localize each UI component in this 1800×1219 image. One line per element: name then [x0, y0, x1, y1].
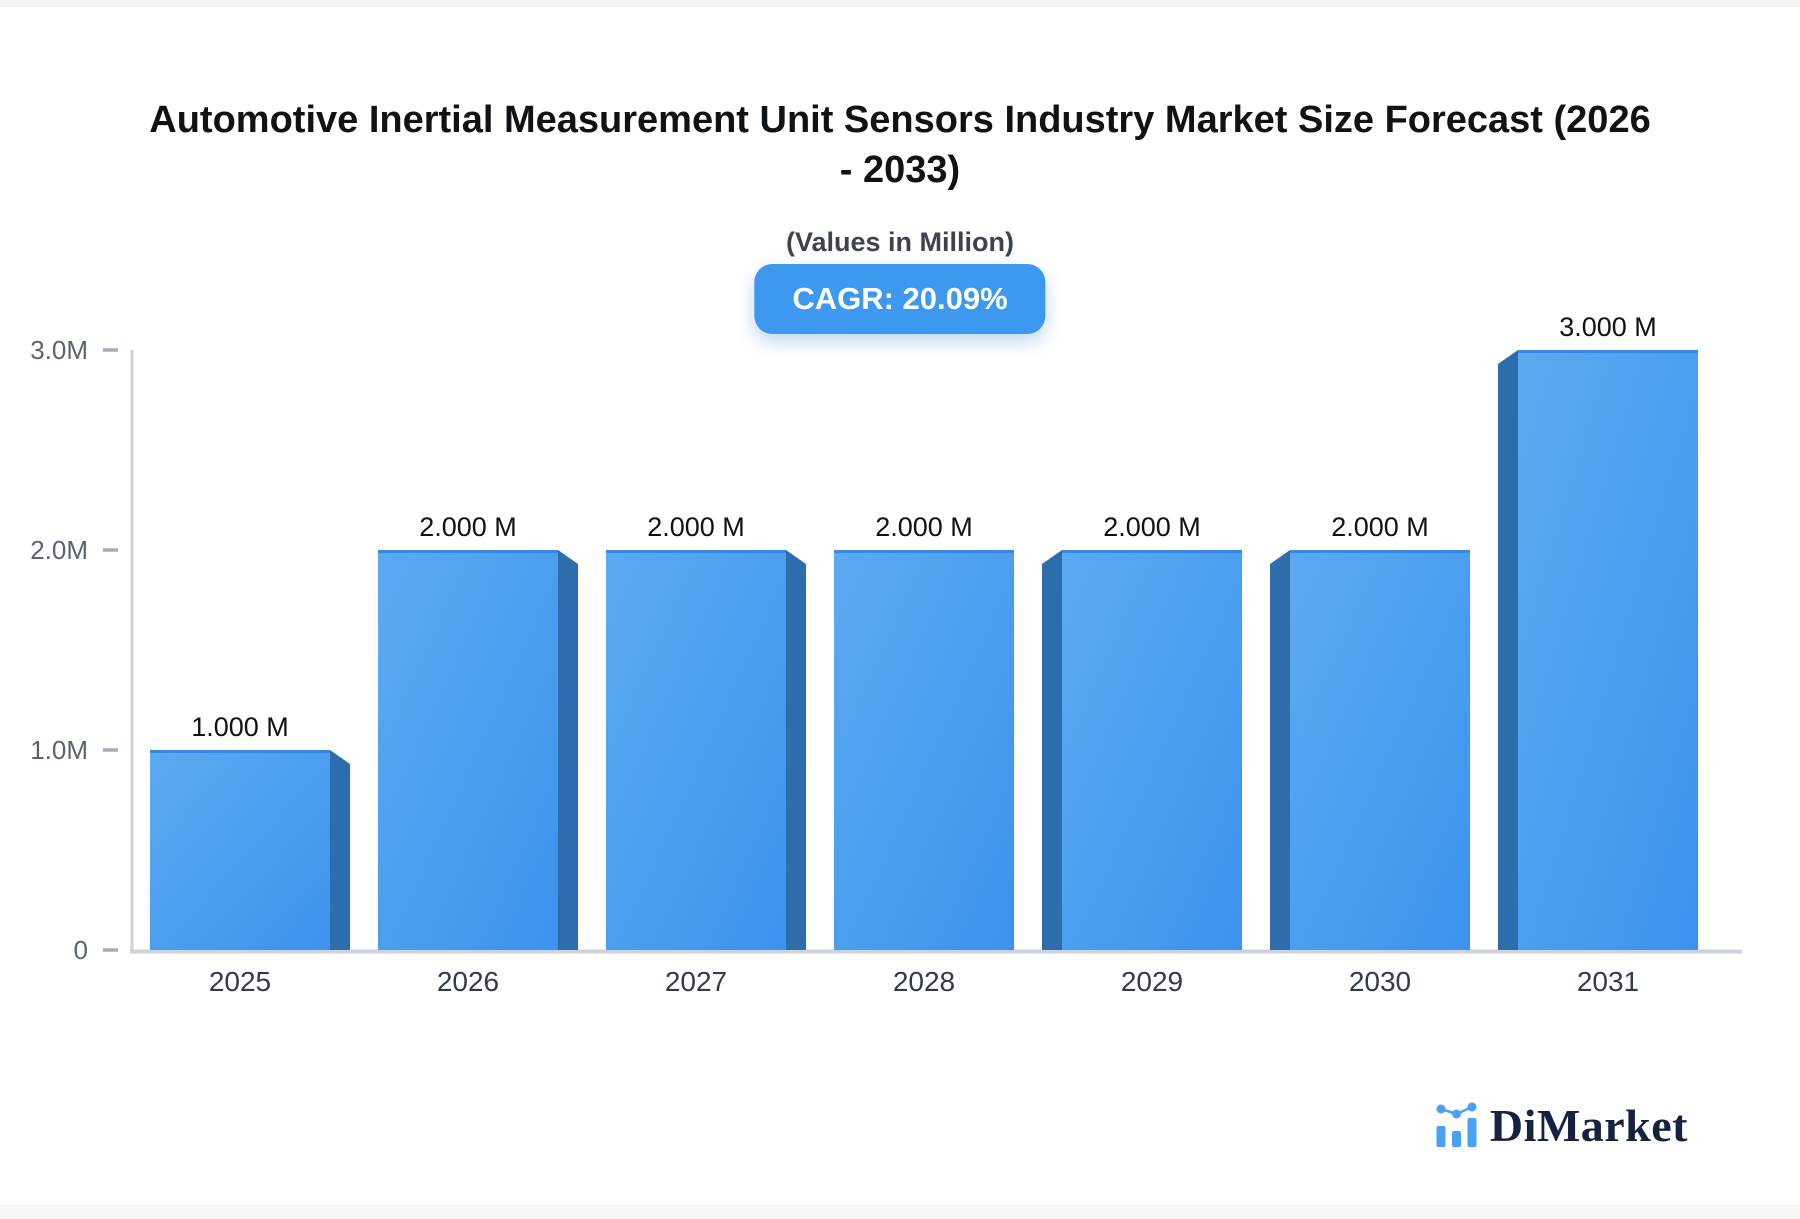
- bar-2029[interactable]: [1042, 550, 1242, 950]
- dimarket-logo: DiMarket: [1436, 1101, 1688, 1149]
- bar-front-face: [834, 550, 1014, 950]
- bar-value-label: 2.000 M: [1103, 512, 1201, 542]
- bar-side-face: [330, 750, 350, 950]
- y-tick-label: 2.0M: [30, 535, 88, 565]
- bar-chart-plot: 0 1.0M 2.0M 3.0M 1.000 M 2025 2.000 M 2026 2.00…: [0, 7, 1800, 1219]
- chart-card: Automotive Inertial Measurement Unit Sen…: [0, 7, 1800, 1205]
- logo-dot: [1452, 1110, 1461, 1119]
- x-category-label: 2028: [893, 966, 955, 997]
- bar-front-face: [150, 750, 330, 950]
- bar-value-label: 3.000 M: [1559, 312, 1657, 342]
- bar-2030[interactable]: [1270, 550, 1470, 950]
- bar-top-edge: [1518, 350, 1698, 353]
- bar-top-edge: [834, 550, 1014, 553]
- bar-value-label: 2.000 M: [875, 512, 973, 542]
- bar-top-edge: [1290, 550, 1470, 553]
- y-tick-label: 1.0M: [30, 735, 88, 765]
- bar-top-edge: [378, 550, 558, 553]
- bar-value-label: 2.000 M: [647, 512, 745, 542]
- bar-2027[interactable]: [606, 550, 806, 950]
- bar-side-face: [1042, 550, 1062, 950]
- bar-side-face: [558, 550, 578, 950]
- bar-series: [150, 350, 1698, 950]
- bar-chart-logo-icon: [1436, 1101, 1478, 1149]
- logo-brand-text: DiMarket: [1490, 1103, 1688, 1149]
- x-category-label: 2029: [1121, 966, 1183, 997]
- bar-front-face: [606, 550, 786, 950]
- bar-value-label: 2.000 M: [419, 512, 517, 542]
- bar-side-face: [1270, 550, 1290, 950]
- bar-front-face: [1290, 550, 1470, 950]
- bar-top-edge: [150, 750, 330, 753]
- x-category-label: 2030: [1349, 966, 1411, 997]
- bar-2026[interactable]: [378, 550, 578, 950]
- x-category-label: 2027: [665, 966, 727, 997]
- logo-dot: [1467, 1103, 1476, 1112]
- bar-side-face: [786, 550, 806, 950]
- bar-2031[interactable]: [1498, 350, 1698, 950]
- x-category-label: 2025: [209, 966, 271, 997]
- bar-2025[interactable]: [150, 750, 350, 950]
- logo-bar: [1436, 1126, 1445, 1147]
- logo-bar: [1467, 1118, 1476, 1147]
- bar-value-label: 1.000 M: [191, 712, 289, 742]
- bar-top-edge: [606, 550, 786, 553]
- bar-front-face: [378, 550, 558, 950]
- y-tick-label: 3.0M: [30, 335, 88, 365]
- bar-value-label: 2.000 M: [1331, 512, 1429, 542]
- x-category-label: 2026: [437, 966, 499, 997]
- y-tick-label: 0: [74, 935, 88, 965]
- logo-dot: [1436, 1105, 1445, 1114]
- bar-side-face: [1498, 350, 1518, 950]
- bar-front-face: [1518, 350, 1698, 950]
- bar-front-face: [1062, 550, 1242, 950]
- bar-2028[interactable]: [834, 550, 1014, 950]
- bar-top-edge: [1062, 550, 1242, 553]
- x-category-label: 2031: [1577, 966, 1639, 997]
- logo-bar: [1452, 1131, 1461, 1147]
